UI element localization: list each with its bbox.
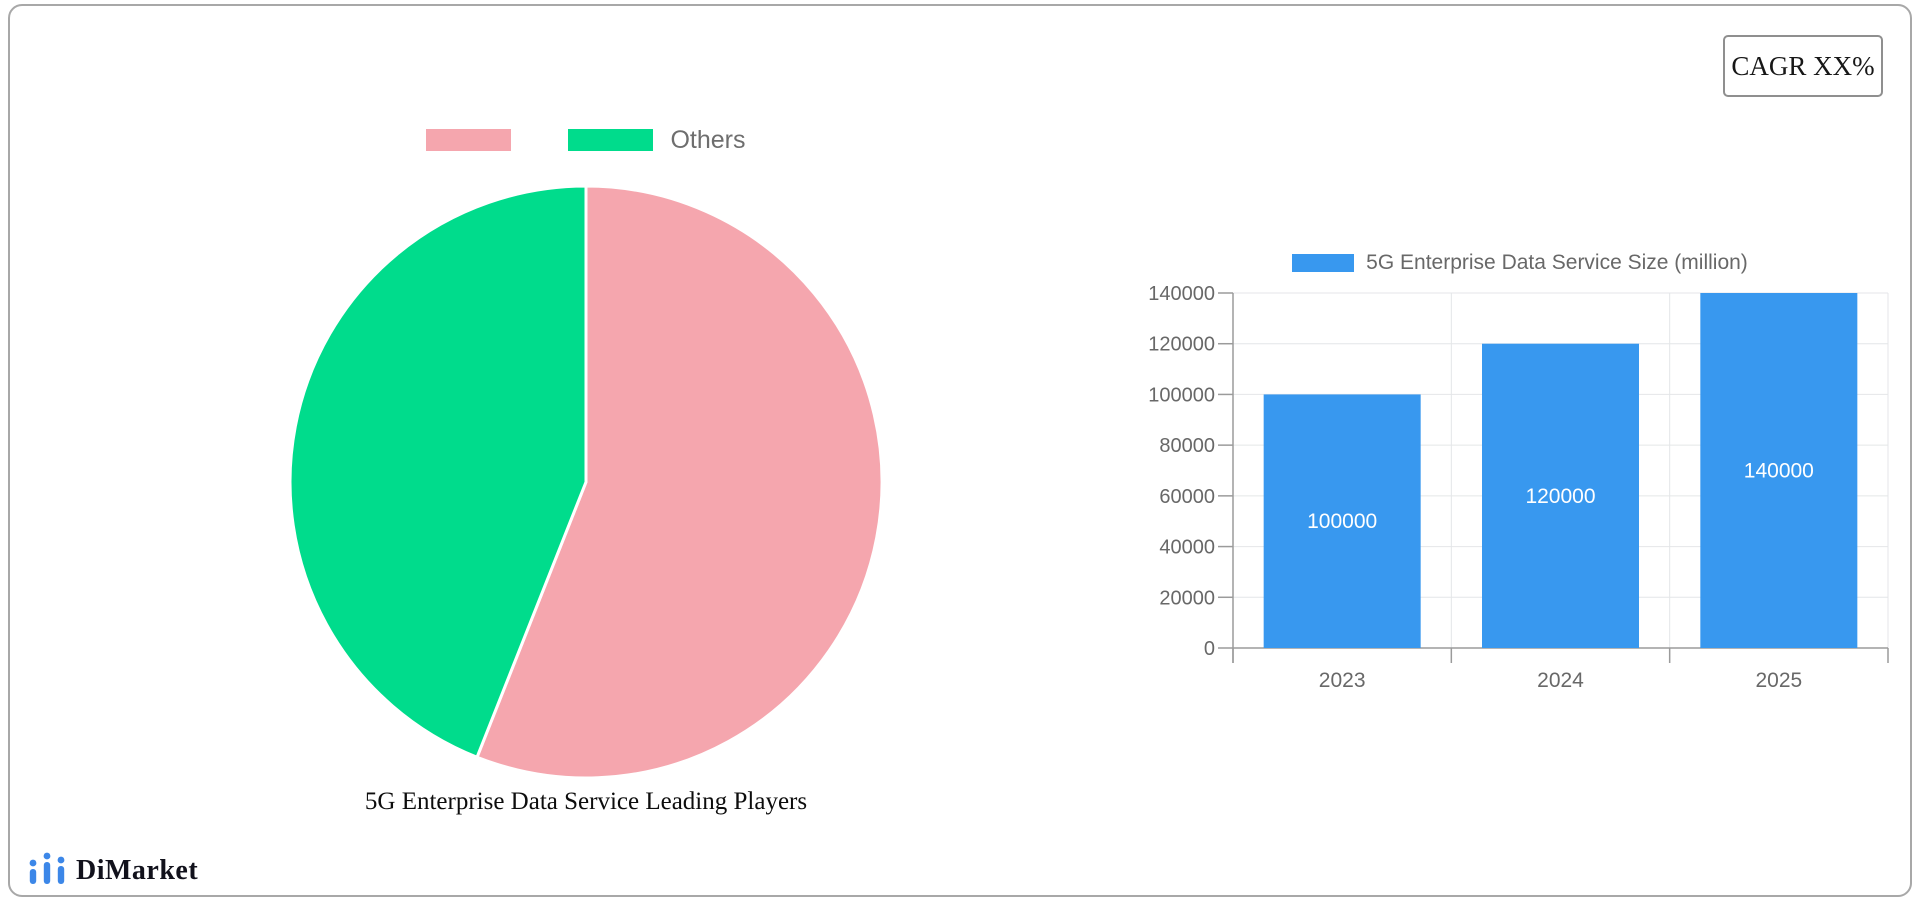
x-tick-label: 2023 [1319,669,1366,692]
y-tick-label: 60000 [1159,486,1215,508]
y-tick-label: 140000 [1148,283,1215,305]
pie-slice-others [288,184,588,759]
x-tick-label: 2025 [1755,669,1802,692]
bar-legend-label: 5G Enterprise Data Service Size (million… [1366,251,1748,274]
bar-chart-section: 5G Enterprise Data Service Size (million… [1128,245,1912,692]
pie-legend-swatch-others-icon [568,129,654,151]
brand-logo: DiMarket [28,852,198,890]
dimarket-logo-text: DiMarket [76,855,199,886]
pie-chart-section: Others 5G Enterprise Data Service Leadin… [286,125,886,816]
dimarket-logo-icon [29,852,65,884]
y-tick-label: 40000 [1159,537,1215,559]
bar-legend[interactable]: 5G Enterprise Data Service Size (million… [1128,251,1912,274]
bar-legend-swatch-icon [1292,254,1355,272]
y-tick-label: 100000 [1148,384,1215,406]
pie-legend-swatch-primary-icon [426,129,512,151]
bar-value-label: 100000 [1307,510,1377,533]
cagr-badge: CAGR XX% [1723,35,1883,97]
pie-legend-label-others: Others [670,125,746,154]
y-tick-label: 120000 [1148,334,1215,356]
pie-slice-primary [475,184,884,780]
bar-2025 [1700,293,1858,648]
bar-2024 [1482,343,1639,648]
x-tick-label: 2024 [1537,669,1584,692]
bar-value-label: 120000 [1525,485,1595,508]
pie-legend-item-primary[interactable] [426,129,528,151]
y-tick-label: 0 [1204,638,1215,660]
bar-2023 [1263,394,1421,648]
bar-chart: 0 20000 40000 60000 80000 100000 120000 140000 1… [1148,283,1889,692]
bar-value-label: 140000 [1744,460,1814,483]
y-tick-label: 20000 [1159,587,1215,609]
y-tick-label: 80000 [1159,435,1215,457]
pie-chart [288,184,884,780]
cagr-label: CAGR XX% [1731,50,1875,81]
pie-legend: Others [286,125,886,155]
pie-legend-item-others[interactable]: Others [568,125,746,155]
pie-title: 5G Enterprise Data Service Leading Playe… [364,788,808,815]
